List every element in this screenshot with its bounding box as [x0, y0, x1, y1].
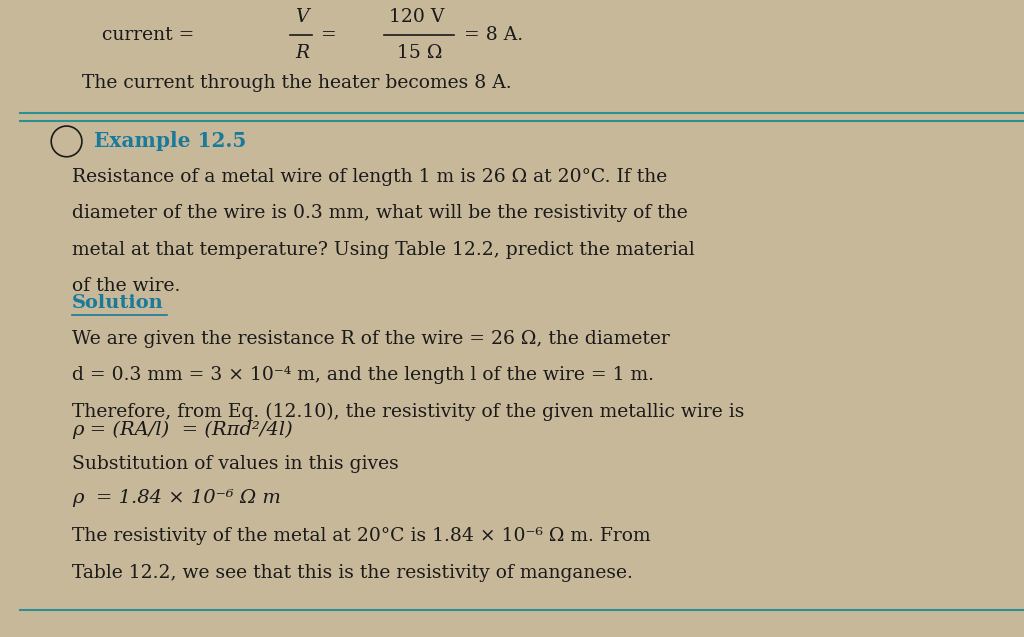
- Text: d = 0.3 mm = 3 × 10⁻⁴ m, and the length l of the wire = 1 m.: d = 0.3 mm = 3 × 10⁻⁴ m, and the length …: [72, 366, 653, 384]
- Text: Example 12.5: Example 12.5: [94, 131, 247, 152]
- Text: The current through the heater becomes 8 A.: The current through the heater becomes 8…: [82, 74, 512, 92]
- Text: diameter of the wire is 0.3 mm, what will be the resistivity of the: diameter of the wire is 0.3 mm, what wil…: [72, 204, 687, 222]
- Text: The resistivity of the metal at 20°C is 1.84 × 10⁻⁶ Ω m. From: The resistivity of the metal at 20°C is …: [72, 527, 650, 545]
- Text: We are given the resistance R of the wire = 26 Ω, the diameter: We are given the resistance R of the wir…: [72, 330, 670, 348]
- Text: Table 12.2, we see that this is the resistivity of manganese.: Table 12.2, we see that this is the resi…: [72, 564, 633, 582]
- Text: metal at that temperature? Using Table 12.2, predict the material: metal at that temperature? Using Table 1…: [72, 241, 694, 259]
- Text: Resistance of a metal wire of length 1 m is 26 Ω at 20°C. If the: Resistance of a metal wire of length 1 m…: [72, 168, 667, 186]
- Text: =: =: [315, 26, 343, 44]
- Text: Substitution of values in this gives: Substitution of values in this gives: [72, 455, 398, 473]
- Text: Therefore, from Eq. (12.10), the resistivity of the given metallic wire is: Therefore, from Eq. (12.10), the resisti…: [72, 403, 744, 420]
- Text: ρ = (RA/l)  = (Rπd²/4l): ρ = (RA/l) = (Rπd²/4l): [72, 421, 293, 439]
- Text: = 8 A.: = 8 A.: [458, 26, 523, 44]
- Text: Solution: Solution: [72, 294, 164, 311]
- Text: 120 V: 120 V: [389, 8, 444, 26]
- Text: of the wire.: of the wire.: [72, 277, 180, 295]
- Text: R: R: [295, 44, 309, 62]
- Text: V: V: [295, 8, 308, 26]
- Text: ρ  = 1.84 × 10⁻⁶ Ω m: ρ = 1.84 × 10⁻⁶ Ω m: [72, 489, 281, 507]
- Text: 15 Ω: 15 Ω: [397, 44, 442, 62]
- Text: current =: current =: [102, 26, 201, 44]
